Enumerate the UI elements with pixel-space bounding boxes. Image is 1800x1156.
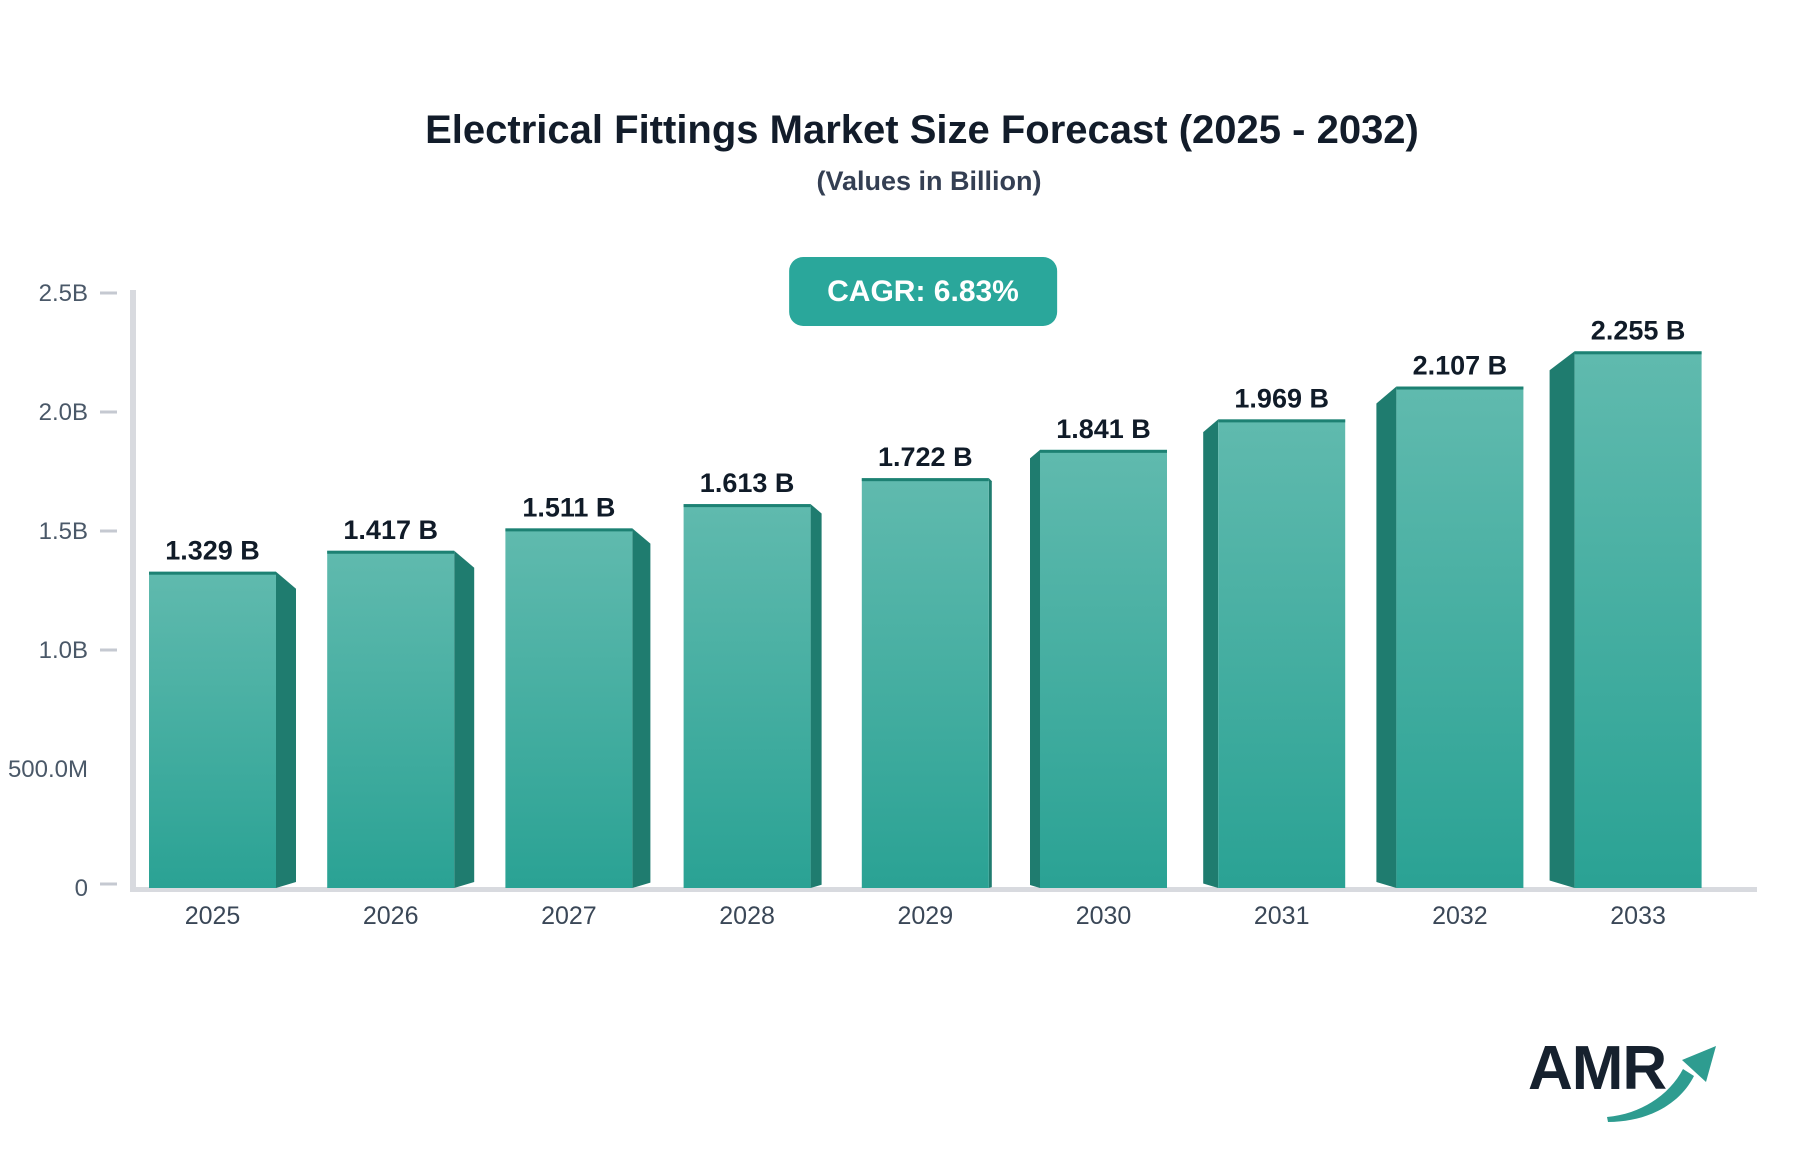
bar-front-face	[683, 504, 811, 888]
bar-2030[interactable]: 1.841 B	[1030, 414, 1167, 888]
bar-2032[interactable]: 2.107 B	[1376, 351, 1524, 888]
bar-top-edge	[327, 550, 455, 554]
bar-front-face	[861, 478, 989, 888]
bar-value-label: 2.107 B	[1413, 351, 1508, 381]
x-axis-label: 2026	[363, 902, 419, 930]
bar-2026[interactable]: 1.417 B	[327, 515, 475, 888]
bar-value-label: 1.841 B	[1056, 414, 1151, 444]
bar-side-face	[276, 571, 296, 888]
bar-value-label: 1.511 B	[522, 492, 615, 522]
bar-front-face	[1040, 449, 1167, 888]
x-axis-label: 2025	[185, 902, 241, 930]
y-axis-tick	[100, 291, 117, 295]
bar-2028[interactable]: 1.613 B	[683, 468, 822, 888]
y-axis-label: 1.5B	[39, 518, 88, 545]
bar-top-edge	[149, 571, 276, 575]
y-axis-line	[130, 290, 136, 892]
x-axis-label: 2028	[719, 902, 775, 930]
bar-side-face	[1030, 449, 1040, 888]
bar-front-face	[149, 571, 276, 888]
bar-value-label: 2.255 B	[1591, 315, 1686, 345]
bar-side-face	[810, 504, 822, 888]
y-axis-label: 0	[75, 875, 88, 902]
bar-value-label: 1.417 B	[343, 515, 438, 545]
x-axis-label: 2032	[1432, 902, 1488, 930]
y-axis-tick	[100, 410, 117, 414]
bar-top-edge	[505, 528, 633, 532]
bar-front-face	[327, 550, 455, 888]
bar-2027[interactable]: 1.511 B	[505, 492, 651, 888]
y-axis-label: 1.0B	[39, 637, 88, 664]
bar-top-edge	[683, 504, 811, 508]
bar-front-face	[1218, 419, 1346, 888]
bar-2033[interactable]: 2.255 B	[1549, 315, 1702, 888]
chart-title: Electrical Fittings Market Size Forecast…	[425, 108, 1419, 152]
y-axis-tick	[100, 882, 117, 886]
bar-front-face	[1396, 386, 1524, 888]
bar-2031[interactable]: 1.969 B	[1203, 383, 1346, 888]
bar-front-face	[505, 528, 633, 888]
x-axis-line	[130, 887, 1757, 892]
bar-2029[interactable]: 1.722 B	[861, 442, 992, 888]
bar-value-label: 1.969 B	[1234, 383, 1329, 413]
bar-top-edge	[1574, 351, 1702, 355]
bar-value-label: 1.722 B	[878, 442, 973, 472]
bar-value-label: 1.613 B	[700, 468, 795, 498]
amr-logo-text: AMR	[1528, 1034, 1667, 1103]
bar-front-face	[1574, 351, 1702, 888]
bar-top-edge	[861, 478, 989, 482]
bar-side-face	[632, 528, 651, 888]
bar-2025[interactable]: 1.329 B	[149, 536, 296, 888]
bar-side-face	[1549, 351, 1575, 888]
chart-subtitle: (Values in Billion)	[816, 166, 1042, 196]
bar-side-face	[1203, 419, 1219, 888]
x-axis-label: 2030	[1076, 902, 1132, 930]
x-axis-label: 2029	[897, 902, 953, 930]
y-axis-label: 2.0B	[39, 399, 88, 426]
y-axis-tick	[100, 648, 117, 652]
x-axis-label: 2027	[541, 902, 597, 930]
bar-top-edge	[1218, 419, 1346, 423]
bar-side-face	[454, 550, 475, 888]
amr-logo: AMR	[1528, 1030, 1728, 1130]
growth-arrow-icon	[1607, 1046, 1716, 1122]
bar-value-label: 1.329 B	[165, 536, 260, 566]
x-axis-label: 2033	[1610, 902, 1666, 930]
y-axis-label: 2.5B	[39, 280, 88, 307]
bar-side-face	[988, 478, 992, 888]
bar-top-edge	[1396, 386, 1524, 390]
bar-top-edge	[1040, 449, 1167, 453]
bar-side-face	[1376, 386, 1397, 888]
y-axis-tick	[100, 529, 117, 533]
cagr-badge: CAGR: 6.83%	[789, 257, 1057, 326]
x-axis-label: 2031	[1254, 902, 1310, 930]
y-axis-label: 500.0M	[8, 756, 88, 783]
